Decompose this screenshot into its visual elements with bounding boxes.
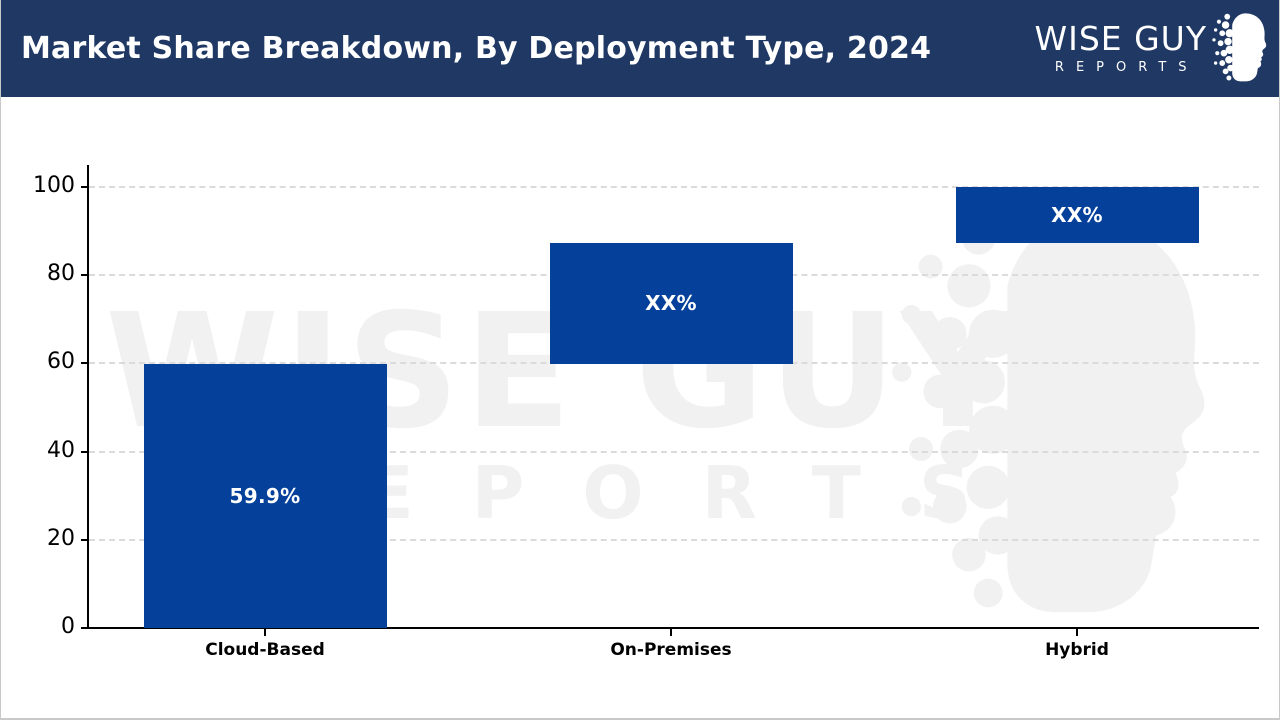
y-tick-mark	[81, 450, 88, 453]
header: Market Share Breakdown, By Deployment Ty…	[1, 0, 1279, 97]
x-tick-mark	[264, 629, 266, 636]
gridline-y-100	[89, 186, 1259, 188]
chart-area: WISE GUY REPORTS 0 20 40 60 80 100 59.9% Cloud-…	[1, 97, 1279, 718]
gridline-y-20	[89, 538, 1259, 541]
bar-value-label: XX%	[1051, 203, 1103, 227]
y-tick-label: 20	[47, 525, 75, 551]
y-tick-label: 40	[47, 437, 75, 463]
y-axis-line	[87, 165, 89, 629]
y-tick-mark	[81, 362, 88, 365]
gridline-y-40	[89, 450, 1259, 453]
brand-logo-text: WISE GUY REPORTS	[1034, 22, 1207, 75]
y-tick-mark	[81, 627, 88, 629]
x-category-label: Cloud-Based	[205, 640, 325, 660]
page-title: Market Share Breakdown, By Deployment Ty…	[21, 31, 932, 66]
bar-cloud-based: 59.9%	[143, 363, 387, 628]
x-axis-line	[87, 627, 1259, 629]
y-tick-mark	[81, 186, 88, 188]
y-tick-mark	[81, 538, 88, 541]
y-tick-label: 0	[61, 614, 75, 639]
brand-subtitle: REPORTS	[1054, 60, 1199, 75]
brand-logo: WISE GUY REPORTS	[1034, 8, 1267, 90]
bar-on-premises: XX%	[549, 243, 793, 364]
x-category-label: Hybrid	[1045, 640, 1109, 660]
bar-hybrid: XX%	[955, 187, 1199, 243]
bar-value-label: 59.9%	[229, 483, 301, 508]
x-category-label: On-Premises	[610, 640, 732, 660]
bar-value-label: XX%	[645, 291, 697, 316]
y-tick-label: 60	[47, 349, 75, 375]
y-tick-label: 80	[47, 261, 75, 287]
y-tick-mark	[81, 274, 88, 277]
x-tick-mark	[1076, 629, 1078, 636]
face-logo-icon	[1212, 12, 1267, 81]
x-tick-mark	[670, 629, 672, 636]
y-tick-label: 100	[33, 173, 75, 198]
brand-name: WISE GUY	[1034, 19, 1207, 58]
